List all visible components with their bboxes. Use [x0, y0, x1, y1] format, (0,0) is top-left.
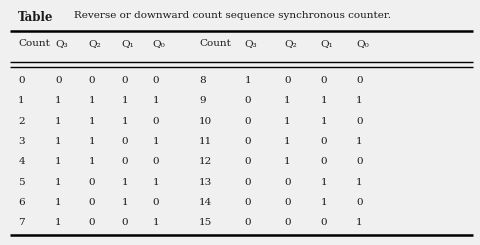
Text: 1: 1 — [55, 117, 62, 126]
Text: 0: 0 — [284, 198, 291, 207]
Text: 0: 0 — [284, 76, 291, 85]
Text: 1: 1 — [321, 96, 327, 105]
Text: 1: 1 — [284, 157, 291, 166]
Text: 4: 4 — [18, 157, 25, 166]
Text: 0: 0 — [153, 157, 159, 166]
Text: 9: 9 — [199, 96, 206, 105]
Text: 1: 1 — [321, 178, 327, 187]
Text: 0: 0 — [284, 218, 291, 227]
Text: 0: 0 — [321, 157, 327, 166]
Text: 13: 13 — [199, 178, 213, 187]
Text: 1: 1 — [356, 137, 363, 146]
Text: 1: 1 — [121, 117, 128, 126]
Text: 1: 1 — [284, 96, 291, 105]
Text: Q₂: Q₂ — [284, 39, 297, 48]
Text: 1: 1 — [55, 157, 62, 166]
Text: 1: 1 — [153, 178, 159, 187]
Text: 1: 1 — [89, 96, 96, 105]
Text: 0: 0 — [245, 157, 252, 166]
Text: 0: 0 — [321, 218, 327, 227]
Text: 8: 8 — [199, 76, 206, 85]
Text: 0: 0 — [245, 117, 252, 126]
Text: 1: 1 — [121, 178, 128, 187]
Text: 1: 1 — [356, 96, 363, 105]
Text: 1: 1 — [356, 178, 363, 187]
Text: Q₀: Q₀ — [153, 39, 166, 48]
Text: 5: 5 — [18, 178, 25, 187]
Text: 0: 0 — [245, 96, 252, 105]
Text: 0: 0 — [153, 198, 159, 207]
Text: 1: 1 — [321, 198, 327, 207]
Text: 1: 1 — [89, 117, 96, 126]
Text: 0: 0 — [284, 178, 291, 187]
Text: 1: 1 — [153, 96, 159, 105]
Text: Q₃: Q₃ — [245, 39, 257, 48]
Text: 1: 1 — [55, 137, 62, 146]
Text: Q₀: Q₀ — [356, 39, 369, 48]
Text: 1: 1 — [89, 137, 96, 146]
Text: 0: 0 — [245, 178, 252, 187]
Text: Q₁: Q₁ — [121, 39, 134, 48]
Text: 0: 0 — [153, 76, 159, 85]
Text: 0: 0 — [321, 137, 327, 146]
Text: Q₃: Q₃ — [55, 39, 68, 48]
Text: 1: 1 — [55, 96, 62, 105]
Text: 0: 0 — [121, 76, 128, 85]
Text: 0: 0 — [18, 76, 25, 85]
Text: 1: 1 — [321, 117, 327, 126]
Text: 0: 0 — [89, 198, 96, 207]
Text: 0: 0 — [89, 218, 96, 227]
Text: 0: 0 — [321, 76, 327, 85]
Text: 2: 2 — [18, 117, 25, 126]
Text: 0: 0 — [356, 117, 363, 126]
Text: 0: 0 — [55, 76, 62, 85]
Text: 0: 0 — [89, 178, 96, 187]
Text: 1: 1 — [356, 218, 363, 227]
Text: 0: 0 — [121, 157, 128, 166]
Text: 1: 1 — [55, 178, 62, 187]
Text: 1: 1 — [121, 198, 128, 207]
Text: Q₁: Q₁ — [321, 39, 334, 48]
Text: 11: 11 — [199, 137, 213, 146]
Text: 14: 14 — [199, 198, 213, 207]
Text: Count: Count — [199, 39, 231, 48]
Text: Count: Count — [18, 39, 50, 48]
Text: 1: 1 — [55, 218, 62, 227]
Text: 0: 0 — [356, 157, 363, 166]
Text: 1: 1 — [55, 198, 62, 207]
Text: 0: 0 — [356, 198, 363, 207]
Text: 15: 15 — [199, 218, 213, 227]
Text: 1: 1 — [121, 96, 128, 105]
Text: 0: 0 — [121, 218, 128, 227]
Text: 0: 0 — [245, 198, 252, 207]
Text: 12: 12 — [199, 157, 213, 166]
Text: Q₂: Q₂ — [89, 39, 102, 48]
Text: 1: 1 — [153, 137, 159, 146]
Text: 0: 0 — [121, 137, 128, 146]
Text: 1: 1 — [153, 218, 159, 227]
Text: 0: 0 — [356, 76, 363, 85]
Text: 1: 1 — [18, 96, 25, 105]
Text: 0: 0 — [153, 117, 159, 126]
Text: 0: 0 — [245, 137, 252, 146]
Text: 0: 0 — [89, 76, 96, 85]
Text: 1: 1 — [284, 137, 291, 146]
Text: 1: 1 — [245, 76, 252, 85]
Text: 3: 3 — [18, 137, 25, 146]
Text: 6: 6 — [18, 198, 25, 207]
Text: Table: Table — [18, 11, 54, 24]
Text: 10: 10 — [199, 117, 213, 126]
Text: 1: 1 — [89, 157, 96, 166]
Text: Reverse or downward count sequence synchronous counter.: Reverse or downward count sequence synch… — [74, 11, 391, 20]
Text: 0: 0 — [245, 218, 252, 227]
Text: 1: 1 — [284, 117, 291, 126]
Text: 7: 7 — [18, 218, 25, 227]
